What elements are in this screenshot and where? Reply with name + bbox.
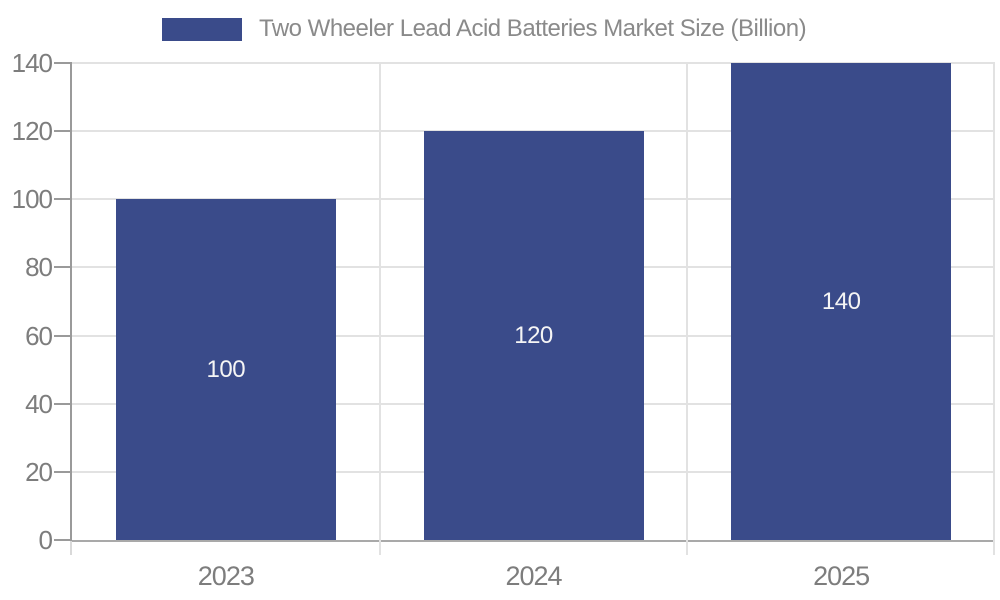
x-gridline (686, 63, 689, 555)
x-tick-label-2023: 2023 (197, 561, 255, 591)
y-tick (54, 539, 72, 541)
bar-value-label: 140 (821, 287, 861, 315)
y-tick-label: 100 (11, 184, 53, 215)
y-tick-label: 140 (11, 48, 53, 78)
y-tick-label: 80 (25, 252, 53, 283)
plot-area: 100 120 140 (70, 62, 995, 555)
bar-2025 (731, 63, 952, 540)
y-tick (54, 334, 72, 337)
bar-2024 (423, 131, 644, 540)
y-tick-label: 0 (38, 525, 53, 555)
bar-value-label: 120 (514, 321, 553, 349)
legend-series-label: Two Wheeler Lead Acid Batteries Market S… (259, 15, 807, 42)
legend-swatch (162, 17, 242, 41)
x-tick-label-2025: 2025 (813, 561, 870, 591)
y-tick (54, 198, 72, 201)
y-tick (54, 402, 72, 405)
x-tick (70, 540, 72, 555)
y-tick (54, 62, 72, 64)
x-gridline (378, 63, 381, 555)
y-tick (54, 130, 72, 133)
chart-legend: Two Wheeler Lead Acid Batteries Market S… (162, 15, 807, 43)
y-tick-label: 60 (25, 320, 53, 351)
y-tick (54, 470, 72, 473)
y-gridline (72, 62, 995, 64)
y-tick-label: 40 (25, 388, 53, 419)
y-tick-label: 20 (25, 456, 53, 487)
x-tick-label-2024: 2024 (505, 561, 562, 591)
y-tick (54, 266, 72, 269)
bar-value-label: 100 (206, 355, 246, 383)
bar-2023 (115, 199, 336, 540)
y-tick-label: 120 (11, 116, 53, 147)
plot-right-border (993, 63, 995, 555)
